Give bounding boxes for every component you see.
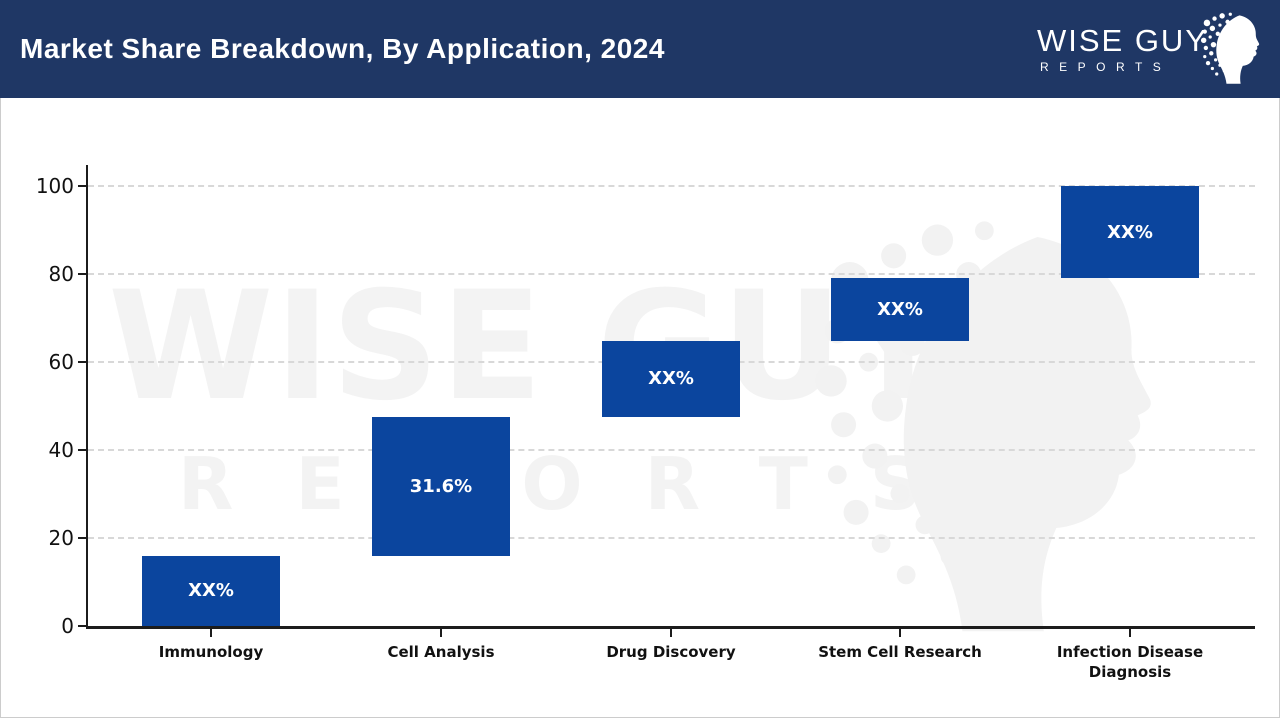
y-tick-label: 20 xyxy=(48,526,74,550)
watermark-wordmark-line1: WISE GUY xyxy=(108,260,954,434)
bar-value-label: XX% xyxy=(648,368,694,390)
brand-name-text: WISE GUY xyxy=(1036,22,1208,58)
bar-value-label: 31.6% xyxy=(409,475,473,497)
y-tick-mark xyxy=(78,537,86,539)
watermark-wordmark-line2: REPORTS xyxy=(178,442,984,526)
header: Market Share Breakdown, By Application, … xyxy=(0,0,1280,98)
x-tick-mark xyxy=(899,629,901,637)
x-category-label: Drug Discovery xyxy=(606,643,736,661)
x-tick-mark xyxy=(1129,629,1131,637)
page-title: Market Share Breakdown, By Application, … xyxy=(20,33,665,64)
gridline xyxy=(88,449,1255,451)
y-tick-mark xyxy=(78,185,86,187)
bar: 31.6% xyxy=(372,416,510,556)
y-tick-label: 0 xyxy=(61,614,74,638)
gridline xyxy=(88,537,1255,539)
bar-value-label: XX% xyxy=(1107,221,1153,243)
bar: XX% xyxy=(602,340,740,417)
gridline xyxy=(88,273,1255,275)
x-axis-line xyxy=(86,626,1255,629)
y-tick-mark xyxy=(78,273,86,275)
y-tick-mark xyxy=(78,361,86,363)
brand-subtitle-text: REPORTS xyxy=(1039,59,1172,74)
y-tick-label: 40 xyxy=(48,438,74,462)
x-tick-mark xyxy=(210,629,212,637)
y-tick-label: 100 xyxy=(35,174,74,198)
bar: XX% xyxy=(831,278,969,341)
bar-value-label: XX% xyxy=(188,580,234,602)
gridline xyxy=(88,185,1255,187)
x-category-label: Immunology xyxy=(158,643,264,661)
bar: XX% xyxy=(142,555,280,626)
x-tick-mark xyxy=(440,629,442,637)
y-tick-label: 60 xyxy=(48,350,74,374)
x-category-label: Stem Cell Research xyxy=(818,643,982,661)
x-tick-mark xyxy=(670,629,672,637)
brand-logo: WISE GUY REPORTS xyxy=(1037,11,1266,87)
bar: XX% xyxy=(1061,186,1199,279)
bar-value-label: XX% xyxy=(877,299,923,321)
x-category-label: Cell Analysis xyxy=(387,643,495,661)
y-tick-label: 80 xyxy=(48,262,74,286)
y-tick-mark xyxy=(78,449,86,451)
x-category-label: Infection Disease Diagnosis xyxy=(1056,643,1204,681)
y-tick-mark xyxy=(78,625,86,627)
wise-guy-face-icon xyxy=(1200,12,1260,84)
brand-wordmark: WISE GUY REPORTS xyxy=(1037,25,1208,74)
y-axis-line xyxy=(86,165,88,629)
